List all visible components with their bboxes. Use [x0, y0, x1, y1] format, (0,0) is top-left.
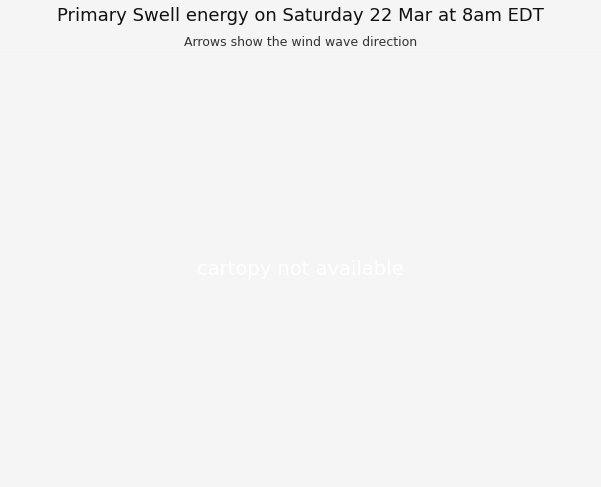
Text: cartopy not available: cartopy not available [197, 260, 404, 279]
Text: Arrows show the wind wave direction: Arrows show the wind wave direction [184, 36, 417, 49]
Text: Primary Swell energy on Saturday 22 Mar at 8am EDT: Primary Swell energy on Saturday 22 Mar … [57, 7, 544, 25]
